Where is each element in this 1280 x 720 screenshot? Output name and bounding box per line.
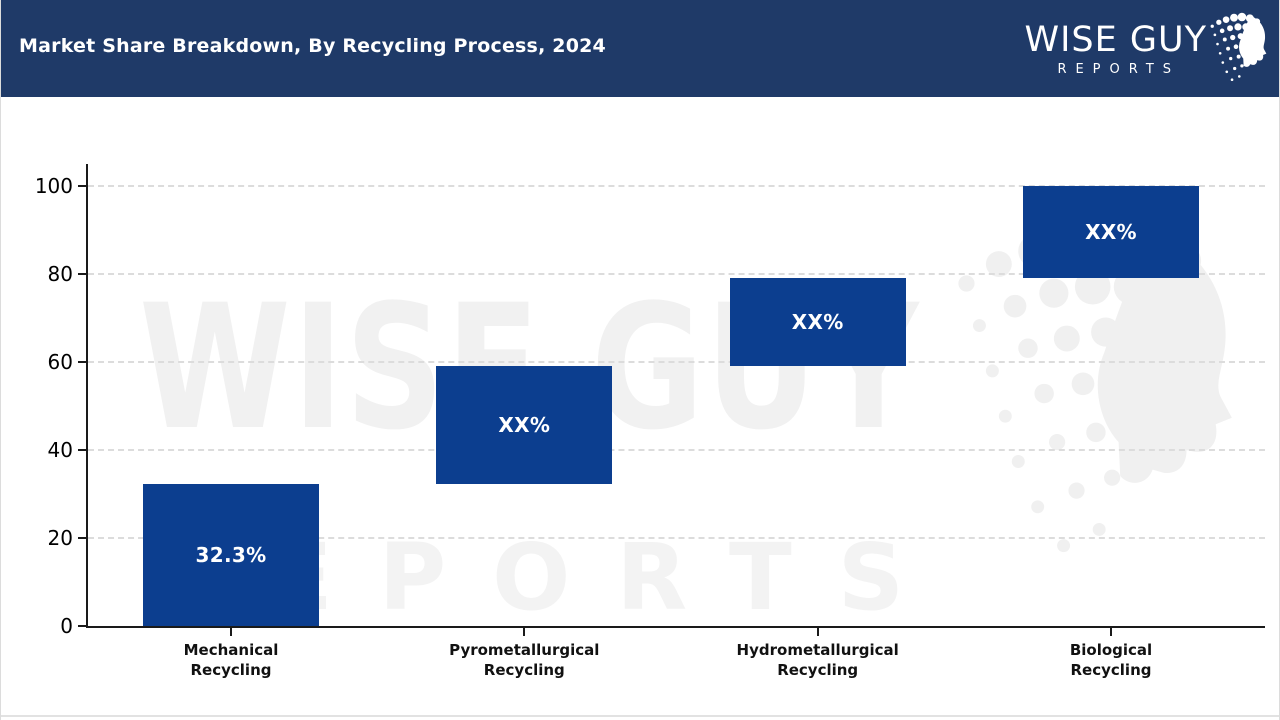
logo-text: WISE GUY REPORTS — [1024, 22, 1207, 77]
x-axis — [86, 626, 1265, 628]
bar-value-label: XX% — [498, 413, 551, 438]
x-category-line: Recycling — [1070, 661, 1152, 679]
x-category-label: Pyrometallurgical Recycling — [404, 640, 644, 680]
x-category-line: Recycling — [777, 661, 859, 679]
y-tick-label: 20 — [47, 526, 73, 550]
gridline — [88, 449, 1265, 451]
y-tick-label: 80 — [47, 262, 73, 286]
y-axis-tick — [78, 625, 86, 627]
y-tick-label: 100 — [34, 174, 73, 198]
logo-tagline: REPORTS — [1057, 61, 1181, 77]
y-axis-tick — [78, 185, 86, 187]
y-tick-label: 40 — [47, 438, 73, 462]
x-category-line: Biological — [1069, 641, 1153, 659]
bar: XX% — [1023, 186, 1199, 279]
wise-guy-logo: WISE GUY REPORTS — [1017, 6, 1267, 94]
x-category-line: Mechanical — [183, 641, 279, 659]
x-category-label: Hydrometallurgical Recycling — [698, 640, 938, 680]
x-axis-tick — [816, 628, 819, 636]
gridline — [88, 273, 1265, 275]
y-axis-tick — [78, 361, 86, 363]
gridline — [88, 185, 1265, 187]
y-axis-tick — [78, 449, 86, 451]
chart-title: Market Share Breakdown, By Recycling Pro… — [19, 35, 606, 57]
bar-value-label: 32.3% — [195, 542, 267, 567]
bar: XX% — [436, 366, 613, 484]
x-category-line: Recycling — [483, 661, 565, 679]
x-axis-tick — [523, 628, 526, 636]
bar-value-label: XX% — [791, 310, 844, 335]
x-category-label: Biological Recycling — [991, 640, 1231, 680]
y-axis-tick — [78, 273, 86, 275]
x-axis-tick — [1110, 628, 1112, 636]
x-category-line: Hydrometallurgical — [736, 641, 899, 659]
x-category-line: Pyrometallurgical — [449, 641, 600, 659]
x-category-line: Recycling — [190, 661, 272, 679]
header-band: Market Share Breakdown, By Recycling Pro… — [1, 0, 1279, 97]
x-category-label: Mechanical Recycling — [111, 640, 351, 680]
bar: XX% — [729, 278, 906, 367]
gridline — [88, 537, 1265, 539]
y-tick-label: 60 — [47, 350, 73, 374]
y-axis-tick — [78, 537, 86, 539]
gridline — [88, 361, 1265, 363]
y-tick-label: 0 — [60, 614, 73, 638]
x-axis-tick — [230, 628, 232, 636]
y-axis — [86, 164, 88, 628]
bar: 32.3% — [143, 483, 319, 626]
logo-name: WISE GUY — [1024, 20, 1207, 60]
bar-value-label: XX% — [1085, 220, 1137, 245]
